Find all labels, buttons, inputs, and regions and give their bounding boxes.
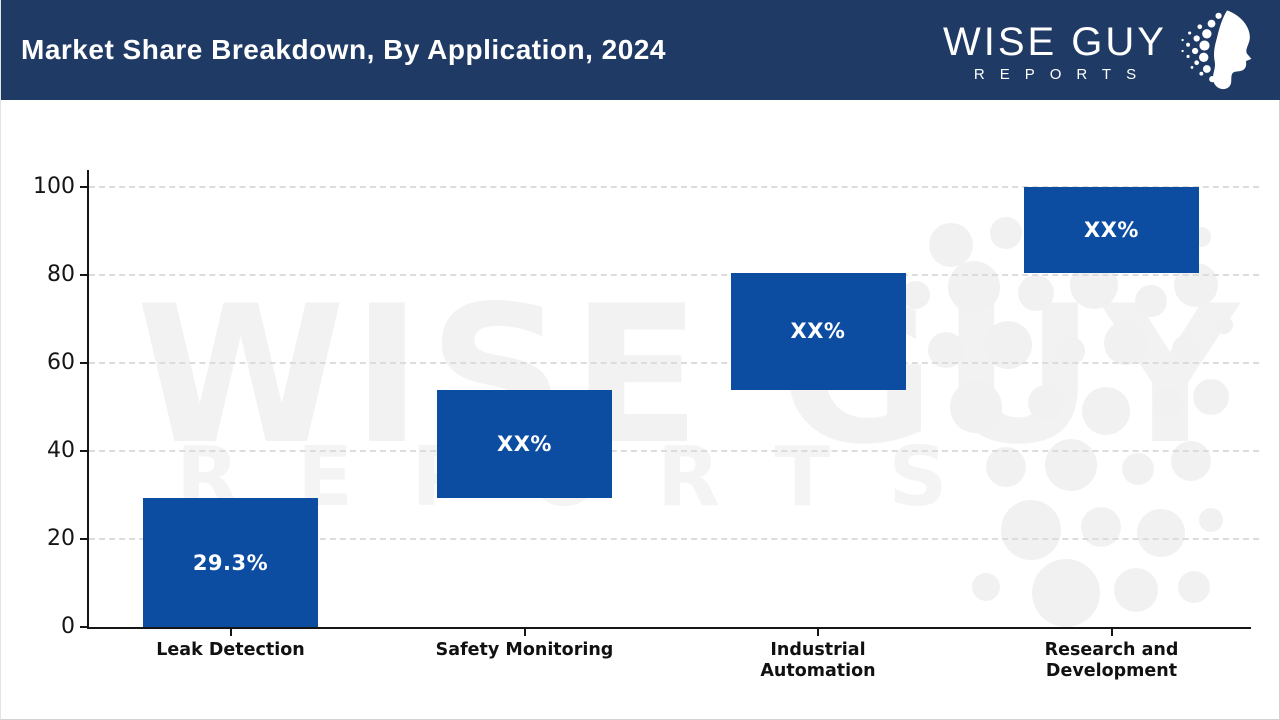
y-tick-label: 60 (47, 350, 75, 375)
x-tick-mark (1110, 629, 1113, 636)
x-tick-mark (523, 629, 526, 636)
y-tick-label: 40 (47, 438, 75, 463)
logo-wise-guy: WISE GUY (942, 19, 1167, 64)
x-category-label-line: Development (1045, 661, 1178, 681)
gridline-60 (89, 362, 1259, 364)
x-category-label: Research and Development (987, 640, 1237, 682)
gridline-100 (89, 186, 1259, 188)
x-category-label-line: Research and (1044, 640, 1179, 660)
gridline-80 (89, 274, 1259, 276)
y-tick-mark (80, 362, 87, 364)
x-category-label-line: Automation (760, 661, 876, 681)
bar-value-label: XX% (790, 319, 846, 344)
bar-safety-monitoring: XX% (437, 389, 612, 499)
y-axis-line (87, 170, 89, 629)
gridline-20 (89, 538, 1259, 540)
y-tick-mark (80, 450, 87, 452)
x-category-label-line: Safety Monitoring (435, 640, 614, 660)
x-tick-mark (229, 629, 232, 636)
y-tick-mark (80, 186, 87, 188)
logo-reports: REPORTS (973, 65, 1152, 83)
watermark-text: WISE GUY (136, 265, 1245, 486)
wise-guy-reports-logo: WISE GUY REPORTS (943, 8, 1263, 94)
x-category-label: Leak Detection (106, 640, 356, 661)
x-category-label: Safety Monitoring (400, 640, 650, 661)
x-category-label: Industrial Automation (693, 640, 943, 682)
y-tick-label: 20 (47, 526, 75, 551)
x-category-label-line: Industrial (770, 640, 866, 660)
x-category-label-line: Leak Detection (156, 640, 305, 660)
y-tick-mark (80, 274, 87, 276)
y-tick-label: 80 (47, 262, 75, 287)
x-axis-line (87, 627, 1251, 629)
x-tick-mark (817, 629, 819, 636)
y-tick-label: 100 (33, 174, 75, 199)
y-tick-mark (80, 626, 87, 628)
logo-text: WISE GUY REPORTS (943, 20, 1167, 83)
y-tick-label: 0 (61, 614, 75, 639)
logo-head-icon (1181, 10, 1252, 90)
gridline-40 (89, 450, 1259, 452)
bar-leak-detection: 29.3% (143, 498, 318, 627)
bar-value-label: XX% (1084, 217, 1139, 242)
bar-value-label: 29.3% (192, 550, 269, 575)
bar-value-label: XX% (497, 431, 552, 456)
bar-industrial-automation: XX% (730, 272, 906, 390)
watermark-head-dots-icon (902, 215, 1233, 627)
page-title: Market Share Breakdown, By Application, … (21, 34, 666, 65)
header-bar: Market Share Breakdown, By Application, … (1, 0, 1280, 100)
y-tick-mark (80, 538, 87, 540)
bar-research-and-development: XX% (1024, 187, 1199, 273)
